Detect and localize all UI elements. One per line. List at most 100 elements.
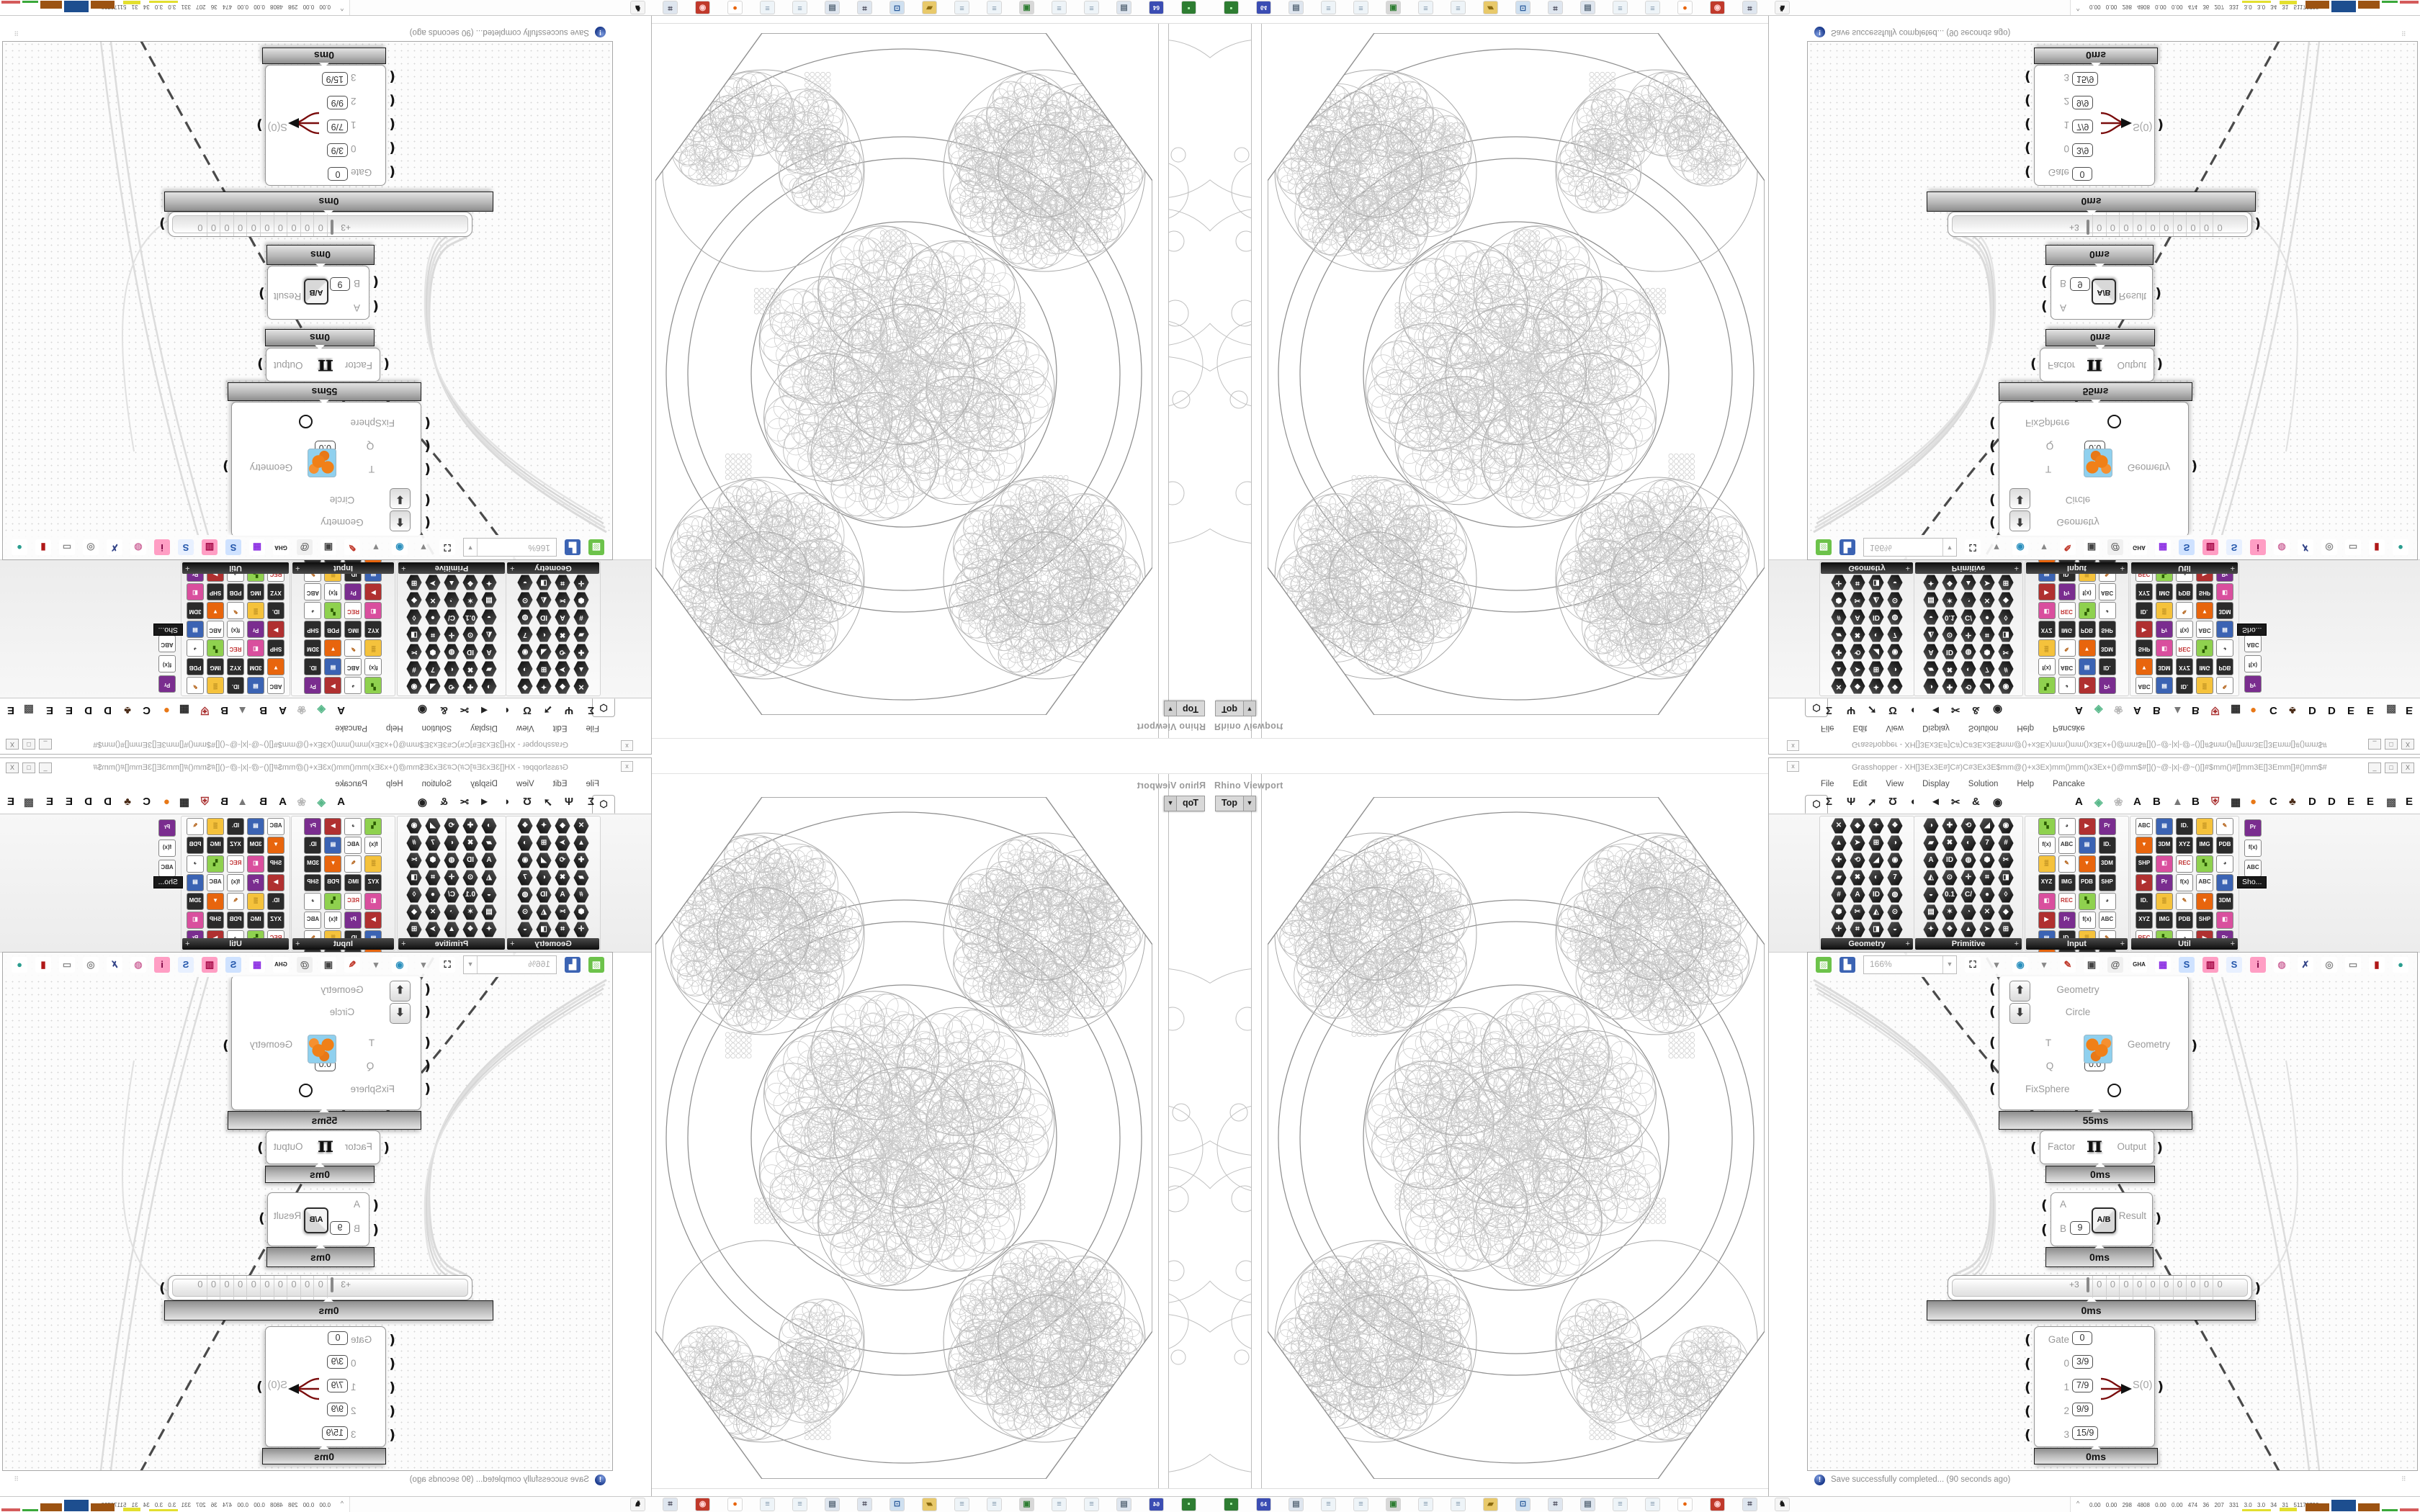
red-cylinder-icon[interactable]: ▮ (35, 539, 51, 555)
component-icon[interactable]: ◐ (1960, 835, 1976, 851)
teal-sphere-icon[interactable]: ● (12, 957, 27, 973)
component-icon[interactable]: ▰ (1923, 661, 1939, 677)
notepad-icon[interactable]: ≡ (761, 1498, 774, 1511)
slider-digit[interactable]: 0 (220, 1276, 234, 1300)
category-tab[interactable]: ▩ (2386, 796, 2397, 809)
open-folder-icon[interactable]: ▨ (1816, 957, 1832, 973)
zoom-dropdown[interactable]: 166% ▼ (1863, 955, 1957, 974)
firefox-icon[interactable]: ● (1678, 1, 1692, 14)
grasshopper-titlebar[interactable]: Grasshopper - XH[]3Ex3E#]C#)C#3Ex3E$mm@(… (1769, 735, 2420, 754)
category-tab[interactable]: & (1972, 704, 1980, 716)
slider-digit[interactable]: 0 (2105, 212, 2120, 236)
geometry-cluster-component[interactable]: ( ⬆ Geometry ( ⬇ Circle ( T ( Q 0.0 ( Fi… (223, 975, 431, 1110)
component-icon[interactable]: ▼ (2078, 639, 2096, 657)
component-icon[interactable]: ID (536, 609, 552, 625)
component-icon[interactable]: ◨ (1998, 870, 2014, 886)
category-tab[interactable]: & (440, 796, 448, 808)
component-icon[interactable]: ✶ (1942, 904, 1958, 920)
category-tab[interactable]: ◈ (2094, 703, 2103, 716)
preview-eye-icon[interactable]: ◉ (392, 539, 408, 555)
component-icon[interactable]: ◕ (2098, 602, 2116, 619)
component-icon[interactable]: ◉ (1998, 678, 2014, 694)
component-icon[interactable]: # (573, 609, 589, 625)
component-icon[interactable]: ✖ (555, 626, 570, 642)
component-icon[interactable]: ⬢ (1979, 852, 1995, 868)
caret-icon[interactable]: ▾ (1994, 959, 1999, 970)
menu-item-solution[interactable]: Solution (421, 780, 452, 788)
component-icon[interactable]: ▤ (481, 592, 497, 608)
component-icon[interactable]: ◧ (187, 912, 204, 929)
category-tab[interactable]: ● (2250, 796, 2257, 808)
category-tab[interactable]: ◄ (479, 704, 490, 716)
component-icon[interactable]: f(x) (364, 837, 382, 854)
component-icon[interactable]: ⬢ (425, 852, 441, 868)
zoom-extents-icon[interactable]: ⛶ (439, 539, 455, 555)
component-icon[interactable]: ✖ (462, 661, 478, 677)
component-icon[interactable]: ◔ (444, 592, 460, 608)
component-icon[interactable]: f(x) (2244, 655, 2262, 672)
component-icon[interactable]: 3DM (2098, 855, 2116, 873)
component-icon[interactable]: ▰ (573, 626, 589, 642)
red-badge-icon[interactable]: ◉ (696, 1498, 709, 1511)
cylinder-pair-icon[interactable]: ▭ (59, 539, 75, 555)
component-icon[interactable]: ⟲ (444, 678, 460, 694)
category-tab[interactable]: ⬡ (592, 795, 615, 814)
slider-digit[interactable]: 0 (247, 1276, 261, 1300)
component-icon[interactable]: 3DM (304, 855, 322, 873)
bulb-icon[interactable]: ◍ (130, 539, 146, 555)
component-icon[interactable]: ✚ (1831, 644, 1847, 660)
component-icon[interactable]: ▤ (481, 904, 497, 920)
component-icon[interactable]: 3DM (2098, 639, 2116, 657)
viewport-splitter[interactable] (1251, 24, 1262, 738)
component-icon[interactable]: ✕ (573, 678, 589, 694)
menu-item-help[interactable]: Help (2017, 780, 2035, 788)
category-tab[interactable]: Ψ (564, 796, 573, 808)
menu-item-file[interactable]: File (1821, 724, 1834, 732)
sketch-pencil-icon[interactable]: ✎ (344, 539, 360, 555)
component-icon[interactable]: ▲ (1960, 575, 1976, 590)
component-icon[interactable]: IMG (247, 583, 264, 600)
component-icon[interactable]: ID (1942, 644, 1958, 660)
down-arrow-button[interactable]: ⬇ (390, 488, 411, 509)
category-tab[interactable]: ◖ (1909, 796, 1917, 808)
component-icon[interactable]: ➤ (425, 575, 441, 590)
component-icon[interactable]: ABC (2098, 583, 2116, 600)
component-icon[interactable]: ⟲ (1850, 852, 1865, 868)
component-icon[interactable]: ▤ (2216, 621, 2233, 638)
calculator-icon[interactable]: ⌗ (1549, 1, 1562, 14)
category-tab[interactable]: ◈ (317, 796, 326, 809)
component-icon[interactable]: ◢ (1979, 818, 1995, 834)
component-icon[interactable]: ✎ (227, 602, 244, 619)
component-icon[interactable]: ABC (2196, 874, 2213, 891)
component-icon[interactable]: ◭ (1868, 904, 1884, 920)
component-icon[interactable]: A (555, 609, 570, 625)
at-doc-icon[interactable]: @ (2107, 539, 2123, 555)
component-icon[interactable]: SHP (2196, 912, 2213, 929)
category-tab[interactable]: Σ (1826, 796, 1833, 808)
component-icon[interactable]: ◐ (444, 661, 460, 677)
category-tab[interactable]: ◖ (1909, 704, 1917, 716)
category-tab[interactable]: ◄ (1930, 796, 1941, 808)
geometry-cluster-component[interactable]: ( ⬆ Geometry ( ⬇ Circle ( T ( Q 0.0 ( Fi… (223, 402, 431, 537)
caret-icon[interactable]: ▾ (2041, 959, 2047, 970)
map-icon[interactable]: ▦ (249, 539, 265, 555)
component-icon[interactable]: ▲ (1960, 922, 1976, 937)
component-icon[interactable]: ⟲ (555, 644, 570, 660)
component-icon[interactable]: ◨ (1998, 626, 2014, 642)
monitor-icon[interactable]: ▣ (1386, 1, 1400, 14)
stream-gate-component[interactable]: (Gate 0(0 3/9(1 7/9(2 9/9(3 15/9 S(0) ) (2025, 1326, 2164, 1447)
menu-item-display[interactable]: Display (1922, 780, 1950, 788)
sketch-pencil-icon[interactable]: ✎ (2060, 957, 2076, 973)
slider-digit[interactable]: 0 (300, 212, 315, 236)
teal-sphere-icon[interactable]: ● (12, 539, 27, 555)
notepad-icon[interactable]: ≡ (1646, 1498, 1659, 1511)
menu-item-display[interactable]: Display (470, 780, 498, 788)
component-icon[interactable]: ID (462, 644, 478, 660)
geometry-cluster-component[interactable]: ( ⬆ Geometry ( ⬇ Circle ( T ( Q 0.0 ( Fi… (1989, 402, 2197, 537)
menu-item-pancake[interactable]: Pancake (335, 724, 367, 732)
up-arrow-button[interactable]: ⬆ (390, 510, 411, 531)
category-tab[interactable]: ◖ (503, 704, 511, 716)
category-tab[interactable]: ▲ (237, 796, 248, 808)
component-icon[interactable]: f(x) (324, 912, 342, 929)
sphere-pair-icon[interactable]: ◎ (2321, 539, 2337, 555)
